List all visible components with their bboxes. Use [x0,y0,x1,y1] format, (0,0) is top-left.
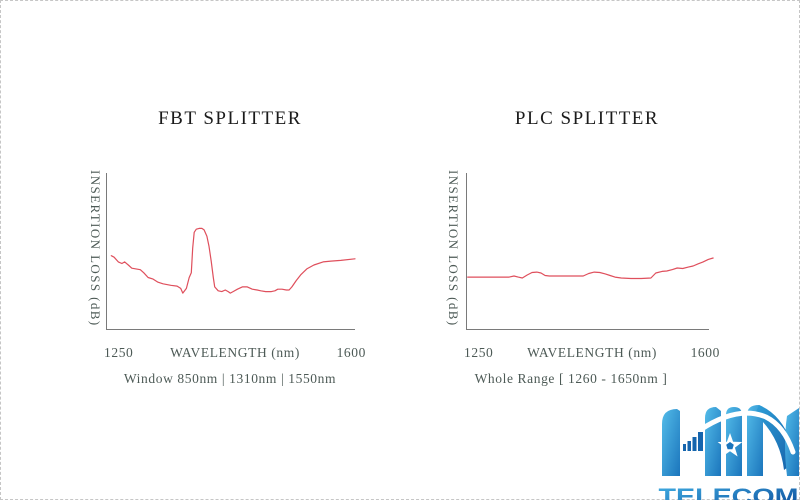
plc-y-axis-label: INSERTION LOSS (dB) [446,170,461,327]
plc-insertion-loss-curve [467,257,714,280]
fbt-plot-area [106,173,356,330]
fbt-window-caption: Window 850nm | 1310nm | 1550nm [123,371,337,386]
plc-chart-title: PLC SPLITTER [514,108,660,129]
plc-x-min-label: 1250 [464,345,494,360]
logo-bar-4 [747,405,763,476]
hn-telecom-logo: TELECOM [656,402,800,500]
signal-bars-icon [683,432,703,451]
plc-x-max-label: 1600 [690,345,720,360]
plc-plot-area [466,173,714,330]
fbt-x-axis-title: WAVELENGTH (nm) [170,345,300,360]
fbt-chart-title: FBT SPLITTER [158,108,302,129]
plc-range-caption: Whole Range [ 1260 - 1650nm ] [474,371,668,386]
logo-bar-3 [726,407,742,476]
logo-swoosh [697,410,796,455]
logo-bar-1 [662,409,680,476]
fbt-y-axis-label: INSERTION LOSS (dB) [88,170,103,327]
plc-x-axis-row: 1250 WAVELENGTH (nm) 1600 [464,345,720,361]
hn-logo-emblem [662,405,799,476]
star-core [726,442,734,450]
logo-n-diagonal [755,405,795,470]
telecom-wordmark: TELECOM [659,485,799,500]
fbt-x-axis-row: 1250 WAVELENGTH (nm) 1600 [104,345,366,361]
fbt-insertion-loss-curve [110,227,356,294]
fbt-x-max-label: 1600 [336,345,366,360]
fbt-x-min-label: 1250 [104,345,134,360]
telecom-wordmark-svg: TELECOM [659,485,799,500]
logo-bar-5 [785,408,799,476]
plc-x-axis-title: WAVELENGTH (nm) [527,345,657,360]
